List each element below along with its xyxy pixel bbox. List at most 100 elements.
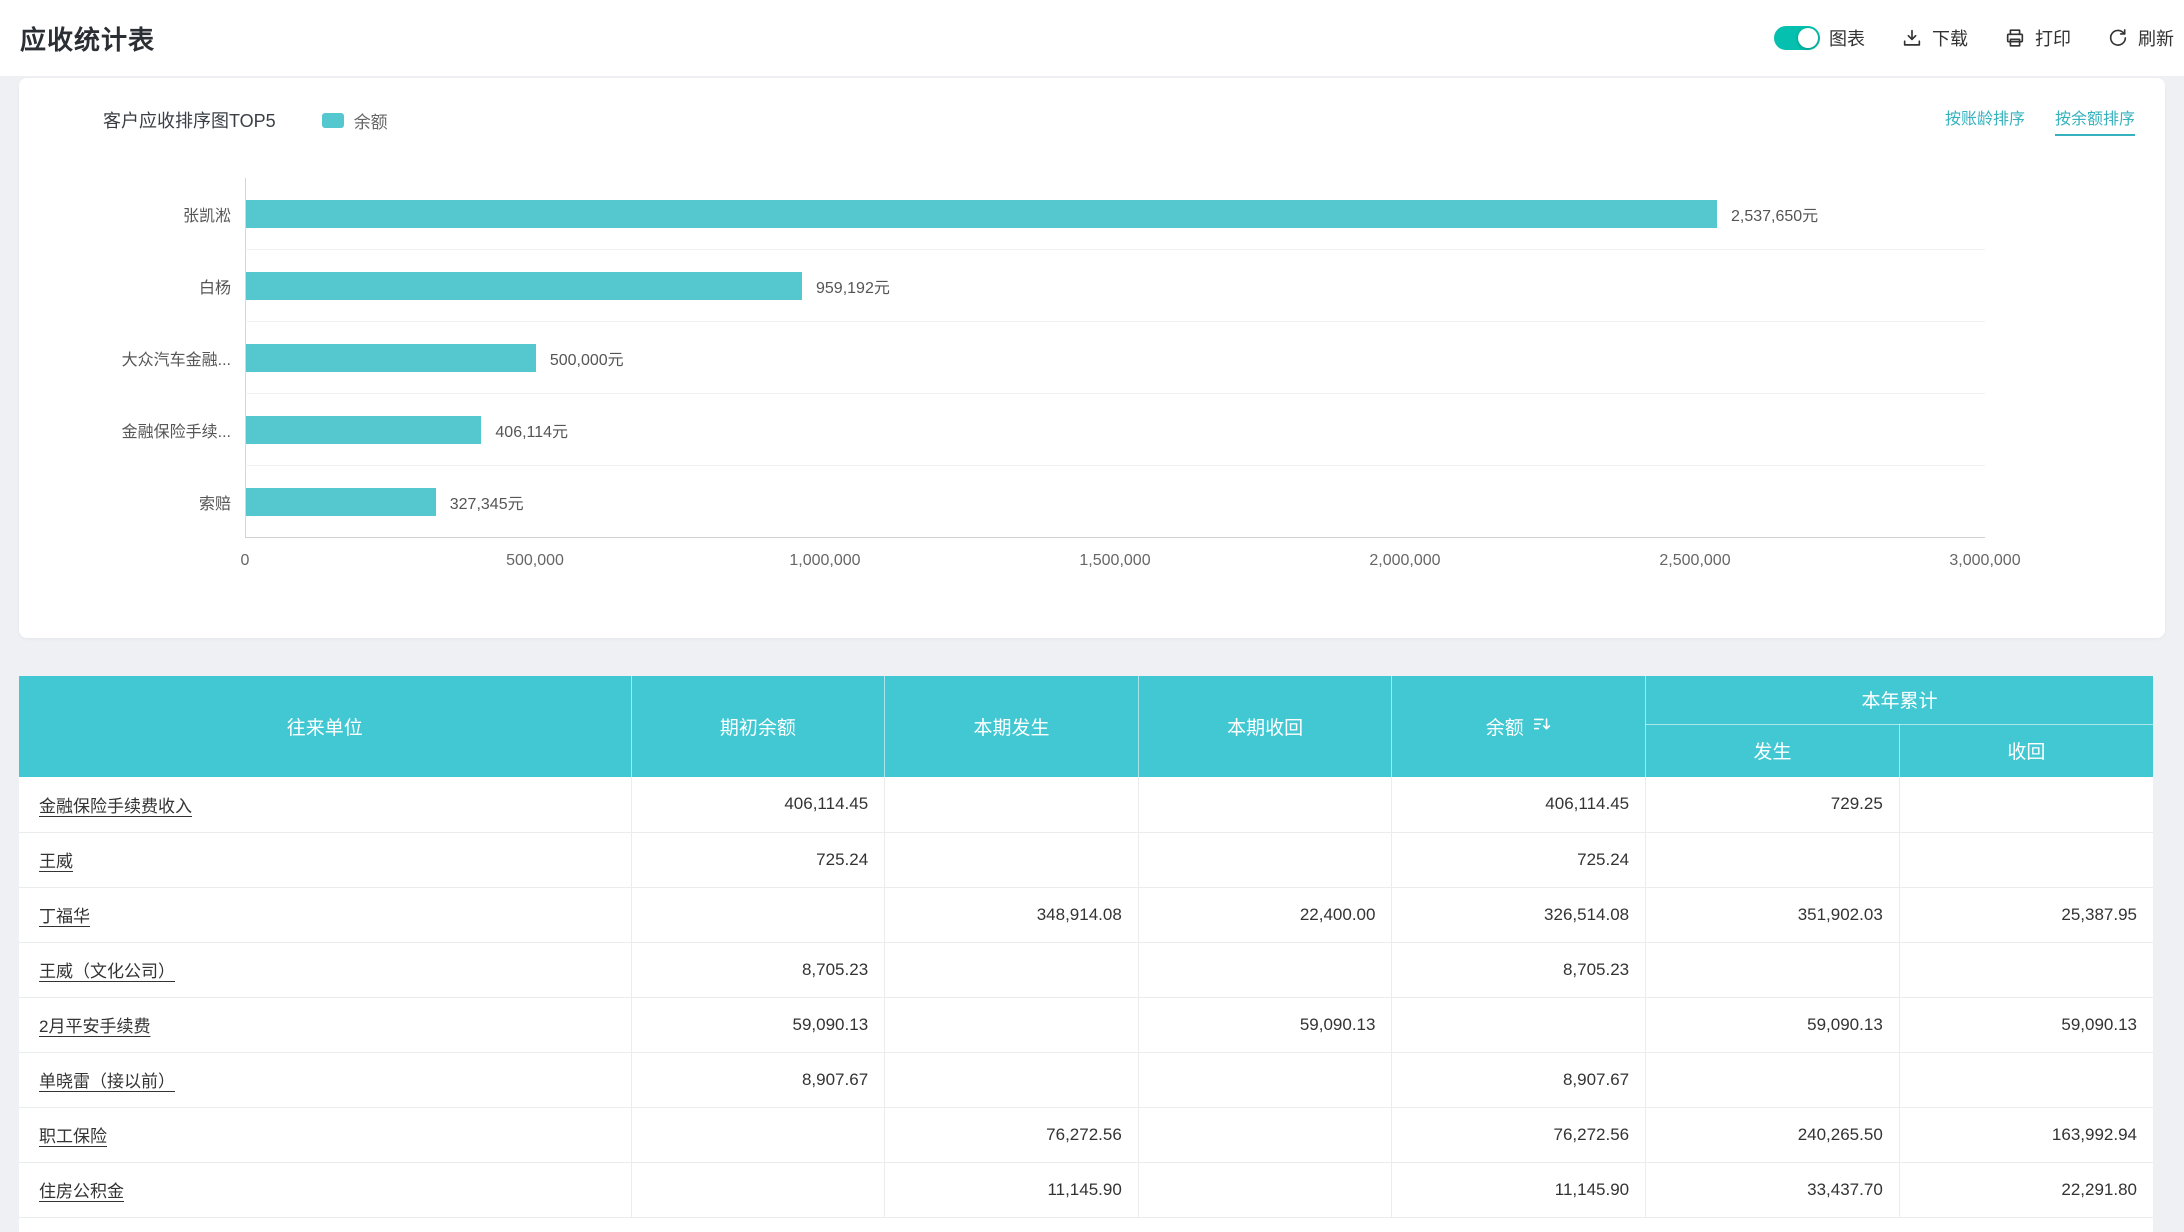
x-tick-label: 3,000,000 (1949, 552, 2021, 569)
x-axis-labels: 0 500,000 1,000,000 1,500,000 2,000,000 2,500… (241, 538, 2021, 584)
cell-opening-balance (630, 1162, 885, 1218)
cell-balance (1391, 997, 1646, 1053)
company-link[interactable]: 住房公积金 (39, 1182, 124, 1201)
x-tick-label: 2,000,000 (1369, 552, 1441, 569)
table-row: 单晓雷（接以前） 8,907.67 8,907.67 (19, 1052, 2153, 1108)
cell-ytd-received: 25,387.95 (1898, 887, 2153, 943)
cell-ytd-received: 22,291.80 (1898, 1162, 2153, 1218)
header-company[interactable]: 往来单位 (19, 676, 631, 777)
cell-ytd-received (1898, 942, 2153, 998)
refresh-icon (2107, 27, 2129, 49)
cell-ytd-occurred: 351,902.03 (1645, 887, 1900, 943)
cell-balance: 8,705.23 (1391, 942, 1646, 998)
cell-company: 住房公积金 (19, 1162, 631, 1218)
cell-period-occurred (884, 832, 1139, 888)
cell-company: 王威（文化公司） (19, 942, 631, 998)
company-link[interactable]: 丁福华 (39, 907, 90, 926)
bar-track: 2,537,650元 (245, 178, 1985, 250)
chart-header: 客户应收排序图TOP5 余额 按账龄排序 按余额排序 (19, 104, 2165, 136)
company-link[interactable]: 职工保险 (39, 1127, 107, 1146)
bar-row: 张凯淞 2,537,650元 (19, 178, 2165, 250)
bar[interactable] (246, 487, 436, 516)
legend-label: 余额 (353, 112, 388, 132)
cell-period-received: 59,090.13 (1137, 997, 1392, 1053)
x-tick-label: 1,000,000 (789, 552, 861, 569)
company-link[interactable]: 2月平安手续费 (39, 1017, 151, 1036)
download-icon (1901, 27, 1923, 49)
chart-toggle-group: 图表 (1774, 25, 1865, 51)
sort-descending-icon[interactable] (1532, 714, 1552, 740)
bar-category-label: 白杨 (198, 280, 231, 297)
refresh-label: 刷新 (2138, 29, 2174, 49)
sort-tab[interactable]: 按账龄排序 (1944, 110, 2025, 128)
cell-company: 职工保险 (19, 1107, 631, 1163)
cell-ytd-occurred: 729.25 (1645, 777, 1900, 833)
cell-balance: 11,145.90 (1391, 1162, 1646, 1218)
toolbar: 图表 下载 打印 刷新 (1774, 25, 2174, 51)
topbar: 应收统计表 图表 下载 打印 (0, 0, 2184, 76)
cell-ytd-received: 163,992.94 (1898, 1107, 2153, 1163)
header-balance[interactable]: 余额 (1391, 676, 1646, 777)
bar[interactable] (246, 199, 1717, 228)
cell-period-received (1137, 1107, 1392, 1163)
company-link[interactable]: 单晓雷（接以前） (39, 1072, 175, 1091)
x-tick-label: 2,500,000 (1659, 552, 1731, 569)
cell-ytd-occurred: 59,090.13 (1645, 997, 1900, 1053)
receivables-table: 往来单位 期初余额 本期发生 本期收回 余额 本年累计 (19, 676, 2153, 1218)
cell-company: 王威 (19, 832, 631, 888)
sort-tab[interactable]: 按余额排序 (2054, 105, 2135, 136)
cell-opening-balance: 8,907.67 (630, 1052, 885, 1108)
header-period-occurred[interactable]: 本期发生 (884, 676, 1139, 777)
print-label: 打印 (2035, 29, 2071, 49)
cell-period-received (1137, 942, 1392, 998)
header-period-received[interactable]: 本期收回 (1137, 676, 1392, 777)
bar-chart: 张凯淞 2,537,650元 白杨 959,192元 大众汽车金融... 500… (19, 178, 2165, 584)
table-row: 王威（文化公司） 8,705.23 8,705.23 (19, 942, 2153, 998)
table-row: 王威 725.24 725.24 (19, 832, 2153, 888)
bar[interactable] (246, 415, 482, 444)
cell-opening-balance: 725.24 (630, 832, 885, 888)
bar[interactable] (246, 343, 536, 372)
header-ytd-occurred[interactable]: 发生 (1645, 724, 1900, 777)
chart-toggle[interactable] (1774, 26, 1820, 50)
cell-period-occurred (884, 997, 1139, 1053)
x-tick-label: 500,000 (506, 552, 564, 569)
cell-period-occurred (884, 942, 1139, 998)
x-tick-label: 0 (240, 552, 250, 569)
cell-company: 金融保险手续费收入 (19, 777, 631, 833)
cell-company: 丁福华 (19, 887, 631, 943)
cell-ytd-received (1898, 777, 2153, 833)
cell-balance: 326,514.08 (1391, 887, 1646, 943)
cell-ytd-received (1898, 832, 2153, 888)
cell-period-occurred: 348,914.08 (884, 887, 1139, 943)
bar-track: 500,000元 (245, 322, 1985, 394)
company-link[interactable]: 王威 (39, 852, 73, 871)
chart-toggle-label: 图表 (1829, 29, 1865, 49)
cell-opening-balance (630, 1107, 885, 1163)
cell-company: 单晓雷（接以前） (19, 1052, 631, 1108)
bar-value-label: 2,537,650元 (1730, 207, 1819, 225)
cell-ytd-occurred (1645, 832, 1900, 888)
table-row: 丁福华 348,914.08 22,400.00 326,514.08 351,… (19, 887, 2153, 943)
bar-category-label: 张凯淞 (182, 208, 231, 225)
table-row: 职工保险 76,272.56 76,272.56 240,265.50 163,… (19, 1107, 2153, 1163)
company-link[interactable]: 王威（文化公司） (39, 962, 175, 981)
legend-swatch (321, 112, 344, 128)
page-title: 应收统计表 (20, 24, 156, 55)
cell-ytd-occurred (1645, 942, 1900, 998)
company-link[interactable]: 金融保险手续费收入 (39, 796, 192, 816)
print-button[interactable]: 打印 (2004, 25, 2071, 51)
bar-chart-rows: 张凯淞 2,537,650元 白杨 959,192元 大众汽车金融... 500… (19, 178, 2165, 538)
chart-title: 客户应收排序图TOP5 (103, 111, 276, 131)
download-button[interactable]: 下载 (1901, 25, 1968, 51)
cell-ytd-occurred: 240,265.50 (1645, 1107, 1900, 1163)
table-header: 往来单位 期初余额 本期发生 本期收回 余额 本年累计 (19, 676, 2153, 777)
header-ytd-received[interactable]: 收回 (1898, 724, 2153, 777)
refresh-button[interactable]: 刷新 (2107, 25, 2174, 51)
receivables-table-card: 往来单位 期初余额 本期发生 本期收回 余额 本年累计 (19, 676, 2153, 1232)
cell-period-received (1137, 777, 1392, 833)
header-opening-balance[interactable]: 期初余额 (630, 676, 885, 777)
bar-track: 327,345元 (245, 466, 1985, 538)
bar[interactable] (246, 271, 802, 300)
bar-value-label: 406,114元 (495, 423, 569, 441)
